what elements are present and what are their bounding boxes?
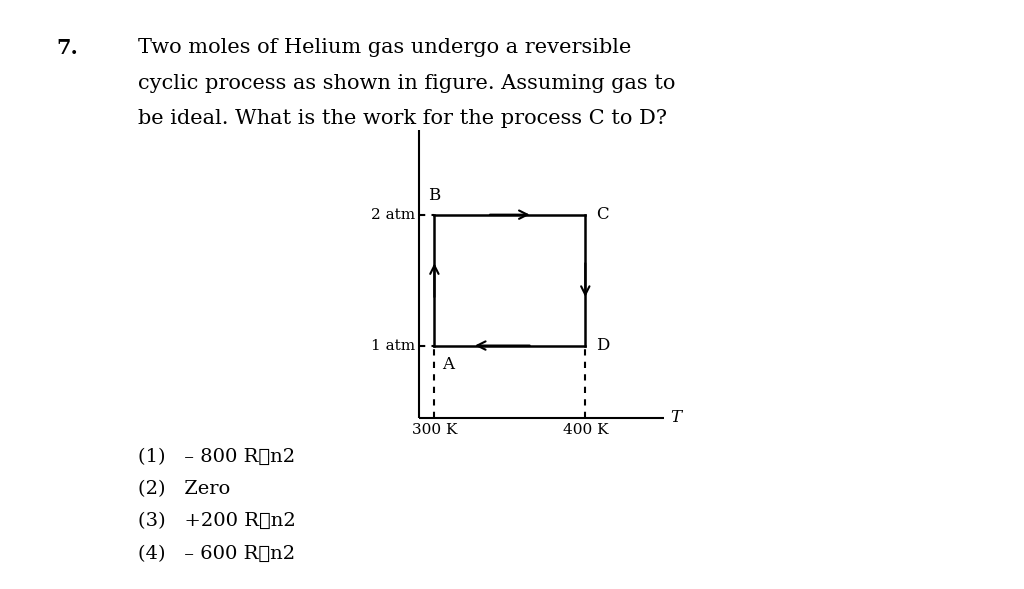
Text: B: B [428,187,440,204]
Text: Two moles of Helium gas undergo a reversible: Two moles of Helium gas undergo a revers… [138,38,632,57]
Text: be ideal. What is the work for the process C to D?: be ideal. What is the work for the proce… [138,109,668,128]
Text: 300 K: 300 K [412,423,457,437]
Text: D: D [596,337,609,354]
Text: 7.: 7. [56,38,78,58]
Text: (2)   Zero: (2) Zero [138,480,230,498]
Text: T: T [670,409,681,426]
Text: (1)   – 800 Rℓn2: (1) – 800 Rℓn2 [138,448,295,466]
Text: C: C [596,206,608,223]
Text: (4)   – 600 Rℓn2: (4) – 600 Rℓn2 [138,545,295,563]
Text: 400 K: 400 K [562,423,608,437]
Text: A: A [442,356,454,373]
Text: cyclic process as shown in figure. Assuming gas to: cyclic process as shown in figure. Assum… [138,74,676,92]
Text: (3)   +200 Rℓn2: (3) +200 Rℓn2 [138,512,296,531]
Text: 2 atm: 2 atm [371,208,415,221]
Text: 1 atm: 1 atm [371,339,415,353]
